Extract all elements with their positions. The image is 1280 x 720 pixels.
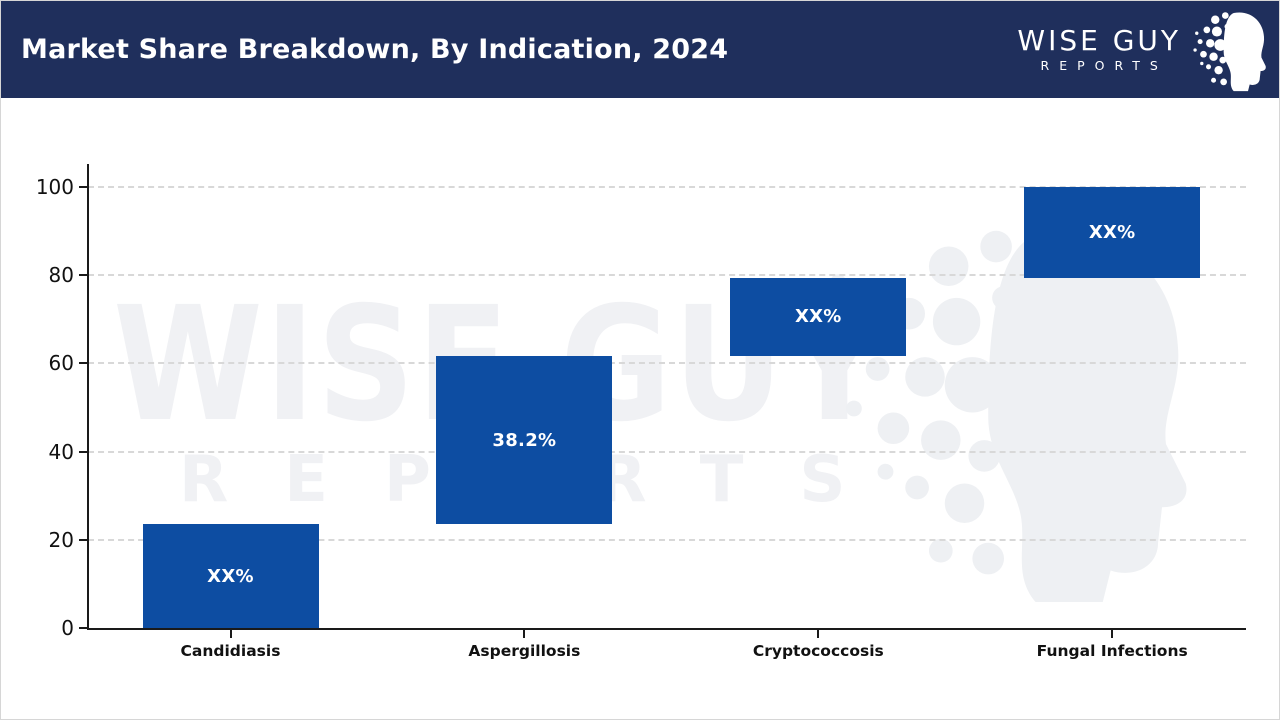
y-tick-label: 80 — [48, 263, 74, 288]
x-tick-mark — [523, 630, 526, 638]
gridline — [88, 274, 1246, 277]
x-tick-label-aspergillosis: Aspergillosis — [468, 642, 581, 660]
y-tick-mark — [79, 538, 87, 541]
x-axis-spine — [87, 628, 1246, 630]
y-tick-label: 60 — [48, 351, 74, 376]
x-tick-label-candidiasis: Candidiasis — [180, 642, 281, 660]
logo-subtitle: REPORTS — [1040, 58, 1168, 73]
y-tick-label: 20 — [48, 527, 74, 552]
x-tick-mark — [817, 630, 820, 638]
bar-value-label: XX% — [207, 565, 254, 587]
y-tick-label: 100 — [35, 175, 74, 199]
y-tick-mark — [79, 274, 87, 277]
header-bar: Market Share Breakdown, By Indication, 2… — [1, 1, 1279, 98]
logo-text: WISE GUY REPORTS — [1017, 24, 1181, 74]
y-tick-label: 0 — [61, 616, 74, 640]
x-tick-label-cryptococcosis: Cryptococcosis — [752, 642, 884, 660]
bar-aspergillosis: 38.2% — [436, 355, 613, 525]
chart-title: Market Share Breakdown, By Indication, 2… — [21, 34, 729, 65]
y-tick-label: 40 — [48, 439, 74, 464]
y-tick-mark — [79, 362, 87, 365]
gridline — [88, 362, 1246, 365]
bar-value-label: XX% — [1088, 221, 1136, 243]
y-tick-mark — [79, 627, 87, 629]
bar-cryptococcosis: XX% — [730, 277, 907, 356]
bar-value-label: 38.2% — [492, 429, 557, 451]
gridline — [88, 186, 1246, 188]
y-tick-mark — [79, 186, 87, 188]
x-tick-label-fungal-infections: Fungal Infections — [1036, 642, 1188, 660]
wiseguy-logo: WISE GUY REPORTS — [1004, 5, 1269, 94]
bar-candidiasis: XX% — [142, 524, 319, 628]
x-tick-mark — [229, 630, 232, 638]
bar-value-label: XX% — [794, 306, 842, 328]
y-tick-mark — [79, 450, 87, 453]
logo-face-icon — [1193, 11, 1266, 91]
bar-fungal-infections: XX% — [1024, 187, 1201, 278]
logo-wordmark: WISE GUY — [1017, 24, 1181, 57]
y-axis-spine — [87, 164, 89, 630]
gridline — [88, 538, 1246, 541]
x-tick-mark — [1111, 630, 1114, 638]
gridline — [88, 450, 1246, 453]
